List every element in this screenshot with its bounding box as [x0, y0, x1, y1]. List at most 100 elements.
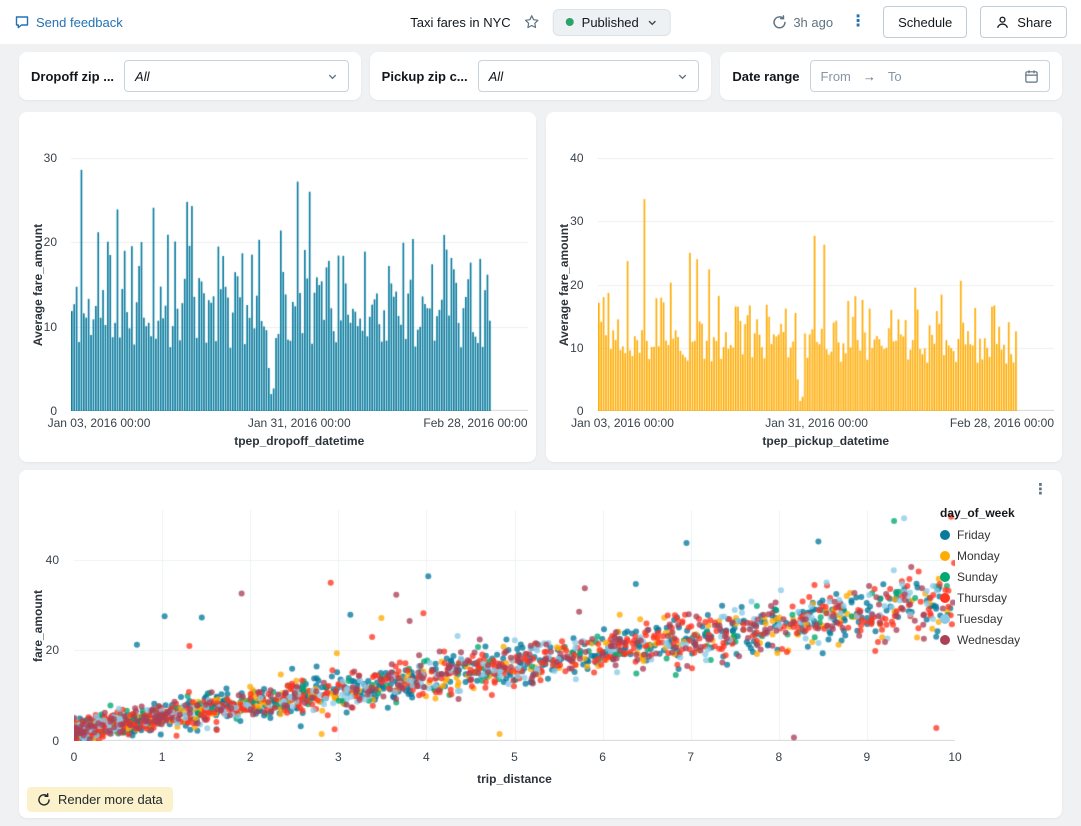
x-axis-title: tpep_pickup_datetime	[762, 434, 890, 448]
pickup-filter-label: Pickup zip c...	[381, 68, 468, 84]
legend-item-friday[interactable]: Friday	[940, 528, 1052, 542]
y-axis-ticks: 30 20 10 0	[19, 151, 63, 418]
scatter-chart-card: ⋮ fare_amount 40 20 0 0 1 2 3 4 5 6 7 8 9 10 trip_…	[19, 470, 1062, 818]
top-bar: Send feedback Taxi fares in NYC Publishe…	[0, 0, 1081, 44]
pickup-filter-value: All	[488, 68, 504, 84]
x-tick: Feb 28, 2016 00:00	[423, 416, 528, 430]
share-button[interactable]: Share	[980, 6, 1067, 38]
x-tick: 0	[70, 750, 78, 764]
legend-label: Thursday	[957, 591, 1008, 605]
refresh-icon	[38, 792, 50, 806]
title-group: Taxi fares in NYC Published	[410, 8, 671, 36]
x-tick: Jan 03, 2016 00:00	[571, 416, 674, 430]
legend-item-sunday[interactable]: Sunday	[940, 570, 1052, 584]
chevron-down-icon	[679, 74, 687, 79]
legend-item-monday[interactable]: Monday	[940, 549, 1052, 563]
legend-title: day_of_week	[940, 506, 1015, 520]
status-dot	[565, 18, 574, 26]
legend-dot	[940, 572, 950, 582]
legend-item-tuesday[interactable]: Tuesday	[940, 612, 1052, 626]
x-axis-ticks: 0 1 2 3 4 5 6 7 8 9 10	[70, 750, 962, 766]
y-tick: 10	[570, 340, 584, 355]
refresh-icon	[773, 14, 786, 28]
legend-label: Wednesday	[957, 633, 1021, 647]
legend: day_of_week Friday Monday Sunday Thursday Tu…	[940, 506, 1052, 654]
x-tick: 1	[158, 750, 166, 764]
send-feedback-link[interactable]: Send feedback	[14, 14, 123, 30]
pickup-bar-chart-canvas[interactable]	[597, 158, 1054, 411]
x-tick: Jan 03, 2016 00:00	[47, 416, 151, 430]
y-tick: 30	[570, 214, 584, 229]
dropoff-filter-select[interactable]: All	[124, 60, 349, 92]
legend-item-thursday[interactable]: Thursday	[940, 591, 1052, 605]
render-more-label: Render more data	[58, 792, 163, 807]
favorite-button[interactable]	[524, 14, 540, 30]
date-range-input[interactable]: From → To	[809, 60, 1051, 92]
legend-dot	[940, 593, 950, 603]
legend-label: Monday	[957, 549, 1000, 563]
x-tick: 6	[599, 750, 606, 764]
y-tick: 20	[43, 235, 57, 250]
legend-label: Tuesday	[957, 612, 1003, 626]
arrow-right-icon: →	[862, 68, 876, 84]
date-range-label: Date range	[732, 68, 800, 84]
x-axis-ticks: Jan 03, 2016 00:00 Jan 31, 2016 00:00 Fe…	[571, 416, 1054, 432]
dropoff-bar-chart-canvas[interactable]	[71, 158, 528, 411]
x-axis-title: tpep_dropoff_datetime	[234, 434, 365, 448]
chevron-down-icon	[648, 20, 656, 25]
plot-area	[597, 158, 1054, 411]
legend-label: Sunday	[957, 570, 998, 584]
legend-dot	[940, 635, 950, 645]
dropoff-filter-card: Dropoff zip ... All	[19, 52, 361, 100]
y-tick: 30	[43, 151, 57, 165]
legend-item-wednesday[interactable]: Wednesday	[940, 633, 1052, 647]
pickup-filter-card: Pickup zip c... All	[369, 52, 712, 100]
schedule-button[interactable]: Schedule	[883, 6, 968, 38]
y-tick: 0	[50, 404, 57, 418]
legend-dot	[940, 551, 950, 561]
x-tick: 7	[687, 750, 695, 764]
topbar-actions: 3h ago ⋮ Schedule Share	[772, 6, 1067, 38]
y-tick: 40	[570, 151, 584, 165]
y-tick: 10	[43, 319, 57, 334]
legend-dot	[940, 530, 950, 540]
x-tick: Jan 31, 2016 00:00	[247, 416, 351, 430]
x-tick: 5	[511, 750, 518, 764]
pickup-bar-chart-card: Average fare_amount 40 30 20 10 0 Jan 03…	[545, 112, 1062, 462]
share-label: Share	[1017, 14, 1052, 30]
calendar-icon[interactable]	[1024, 69, 1039, 84]
x-tick: Feb 28, 2016 00:00	[949, 416, 1054, 430]
x-axis-title: trip_distance	[477, 772, 552, 786]
x-tick: 10	[948, 750, 962, 764]
last-refresh-time: 3h ago	[793, 14, 834, 30]
date-to-placeholder: To	[887, 68, 902, 84]
date-range-filter-card: Date range From → To	[720, 52, 1063, 100]
date-from-placeholder: From	[820, 68, 851, 84]
scatter-chart-canvas[interactable]	[74, 510, 955, 741]
legend-label: Friday	[957, 528, 991, 542]
y-tick: 20	[45, 643, 59, 658]
y-axis-ticks: 40 20 0	[19, 510, 65, 748]
dropoff-filter-label: Dropoff zip ...	[31, 68, 115, 84]
chevron-down-icon	[328, 74, 336, 79]
y-tick: 0	[576, 404, 584, 418]
legend-dot	[940, 614, 950, 624]
bar-charts-row: Average fare_amount 30 20 10 0 Jan 03, 2…	[19, 112, 1062, 462]
x-axis-ticks: Jan 03, 2016 00:00 Jan 31, 2016 00:00 Fe…	[48, 416, 528, 432]
y-tick: 0	[52, 734, 59, 748]
overflow-menu-button[interactable]: ⋮	[850, 13, 867, 30]
y-axis-ticks: 40 30 20 10 0	[546, 151, 590, 418]
x-tick: 2	[246, 750, 254, 764]
plot-area	[74, 510, 955, 741]
pickup-filter-select[interactable]: All	[477, 60, 700, 92]
render-more-button[interactable]: Render more data	[27, 787, 173, 812]
chart-overflow-menu-button[interactable]: ⋮	[1033, 481, 1048, 498]
refresh-button[interactable]: 3h ago	[772, 15, 833, 30]
dropoff-bar-chart-card: Average fare_amount 30 20 10 0 Jan 03, 2…	[19, 112, 536, 462]
filter-bar: Dropoff zip ... All Pickup zip c... All …	[19, 52, 1063, 100]
x-tick: Jan 31, 2016 00:00	[765, 416, 868, 430]
status-label: Published	[581, 14, 639, 30]
dropoff-filter-value: All	[135, 68, 150, 84]
publish-status-dropdown[interactable]: Published	[552, 8, 671, 36]
star-icon	[524, 15, 539, 29]
